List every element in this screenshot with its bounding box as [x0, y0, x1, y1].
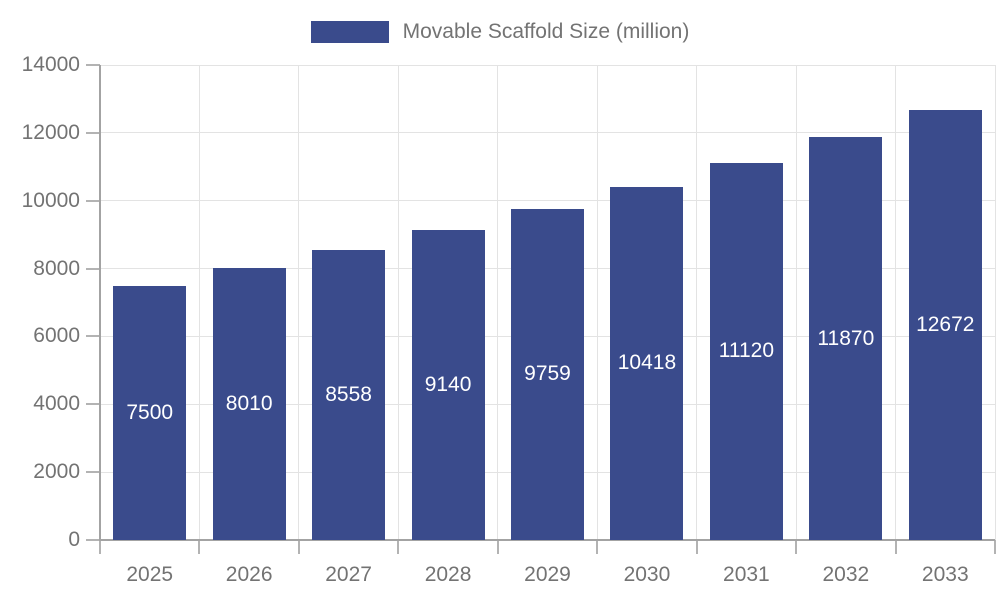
y-tick-label: 8000 — [33, 256, 80, 280]
y-tick-label: 2000 — [33, 460, 80, 484]
x-tick-label: 2025 — [126, 563, 174, 586]
gridline-h — [100, 200, 995, 202]
y-tick — [86, 131, 100, 134]
y-tick — [86, 267, 100, 270]
bar-value-label: 8010 — [225, 392, 273, 416]
gridline-v — [596, 65, 598, 540]
gridline-v — [895, 65, 897, 540]
bar-value-label: 10418 — [617, 351, 677, 375]
y-tick-label: 0 — [68, 528, 80, 551]
x-tick — [496, 540, 499, 554]
x-tick-label: 2033 — [921, 563, 969, 586]
bar — [411, 229, 485, 540]
gridline-v — [298, 65, 300, 540]
bar — [511, 208, 584, 540]
bar — [709, 162, 783, 540]
bar-value-label: 11870 — [817, 326, 875, 350]
x-tick — [894, 540, 897, 554]
y-tick-label: 14000 — [21, 53, 80, 76]
chart-legend: Movable Scaffold Size (million) — [0, 20, 1000, 44]
y-tick — [86, 64, 100, 66]
y-tick — [86, 403, 100, 406]
bar — [610, 186, 684, 540]
bar — [809, 137, 883, 540]
gridline-v — [397, 65, 399, 540]
plot-area: 0 2000 4000 6000 8000 10000 12000 14000 7500 2025… — [22, 53, 996, 586]
y-tick — [86, 335, 100, 338]
y-tick-label: 12000 — [21, 120, 80, 144]
y-tick — [86, 199, 100, 202]
bar-value-label: 11120 — [718, 339, 775, 363]
x-tick-label: 2026 — [225, 563, 273, 586]
x-tick — [795, 540, 798, 554]
gridline-v — [198, 65, 200, 540]
legend-label: Movable Scaffold Size (million) — [402, 20, 690, 43]
bar-value-label: 9140 — [424, 372, 472, 396]
y-tick-label: 4000 — [33, 392, 80, 416]
x-tick — [695, 540, 698, 554]
x-tick — [397, 540, 400, 554]
x-tick — [297, 540, 300, 554]
x-tick-label: 2029 — [524, 563, 571, 586]
x-tick-label: 2028 — [424, 563, 472, 586]
x-tick-label: 2027 — [325, 563, 372, 586]
x-tick — [596, 540, 599, 554]
bar — [113, 285, 187, 540]
x-axis-line — [100, 539, 995, 541]
x-tick — [994, 540, 996, 554]
x-tick — [99, 540, 101, 554]
gridline-h — [100, 132, 995, 134]
x-tick-label: 2031 — [723, 563, 770, 586]
gridline-v — [696, 65, 698, 540]
gridline-h — [100, 64, 995, 66]
bar-value-label: 9759 — [524, 362, 571, 386]
legend-swatch — [310, 21, 389, 43]
bar-value-label: 7500 — [126, 400, 174, 424]
x-tick-label: 2032 — [822, 563, 870, 586]
bar — [908, 110, 982, 540]
bar-value-label: 12672 — [916, 313, 975, 337]
x-tick-label: 2030 — [623, 563, 671, 586]
bar — [212, 268, 286, 540]
gridline-v — [497, 65, 499, 540]
x-tick — [198, 540, 201, 554]
y-tick-label: 6000 — [33, 324, 80, 348]
bar — [312, 249, 386, 540]
bar-value-label: 8558 — [325, 382, 372, 406]
y-tick — [86, 471, 100, 474]
y-axis-line — [99, 65, 101, 541]
gridline-v — [795, 65, 797, 540]
gridline-v — [994, 65, 996, 540]
y-tick — [86, 539, 100, 541]
y-tick-label: 10000 — [21, 188, 80, 212]
